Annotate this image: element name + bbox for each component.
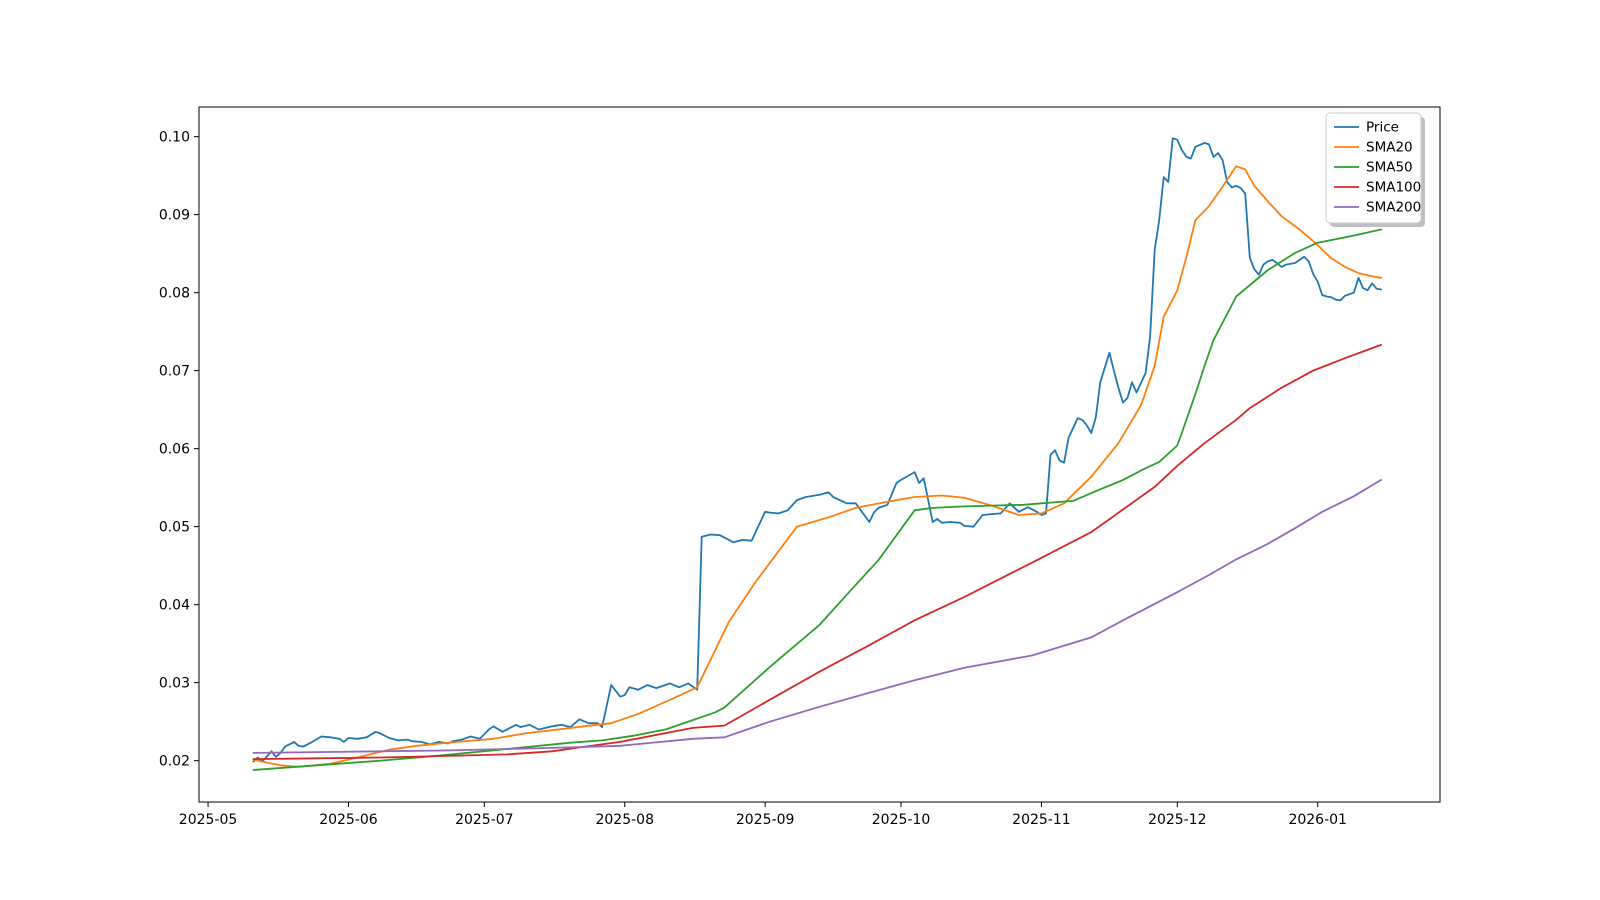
sma100-line [252,343,1382,760]
x-tick-label: 2025-07 [455,812,514,828]
x-tick-label: 2025-06 [319,812,378,828]
axes-frame [198,106,1441,803]
sma50-line [252,228,1382,771]
y-tick-label: 0.10 [159,130,190,146]
legend-item-price: Price [1334,120,1399,136]
y-tick-label: 0.03 [159,676,190,692]
y-tick-label: 0.02 [159,754,190,770]
legend-label-sma200: SMA200 [1366,200,1421,216]
x-tick-label: 2025-09 [736,812,795,828]
y-tick-label: 0.09 [159,208,190,224]
x-tick-label: 2026-01 [1288,812,1347,828]
sma200-line [252,478,1382,754]
legend-label-sma20: SMA20 [1366,140,1413,156]
legend-label-sma50: SMA50 [1366,160,1413,176]
x-tick-label: 2025-10 [872,812,931,828]
y-tick-label: 0.06 [159,442,190,458]
legend-item-sma100: SMA100 [1334,180,1421,196]
legend-item-sma20: SMA20 [1334,140,1413,156]
legend-item-sma50: SMA50 [1334,160,1413,176]
legend-box [1325,112,1422,224]
x-tick-label: 2025-11 [1012,812,1071,828]
price-line [252,137,1382,763]
y-tick-label: 0.04 [159,598,190,614]
y-tick-label: 0.05 [159,520,190,536]
x-tick-label: 2025-05 [179,812,238,828]
x-tick-label: 2025-12 [1148,812,1207,828]
legend-label-sma100: SMA100 [1366,180,1421,196]
legend-label-price: Price [1366,120,1399,136]
legend-item-sma200: SMA200 [1334,200,1421,216]
y-tick-label: 0.08 [159,286,190,302]
y-tick-label: 0.07 [159,364,190,380]
sma20-line [252,165,1382,768]
x-tick-label: 2025-08 [595,812,654,828]
